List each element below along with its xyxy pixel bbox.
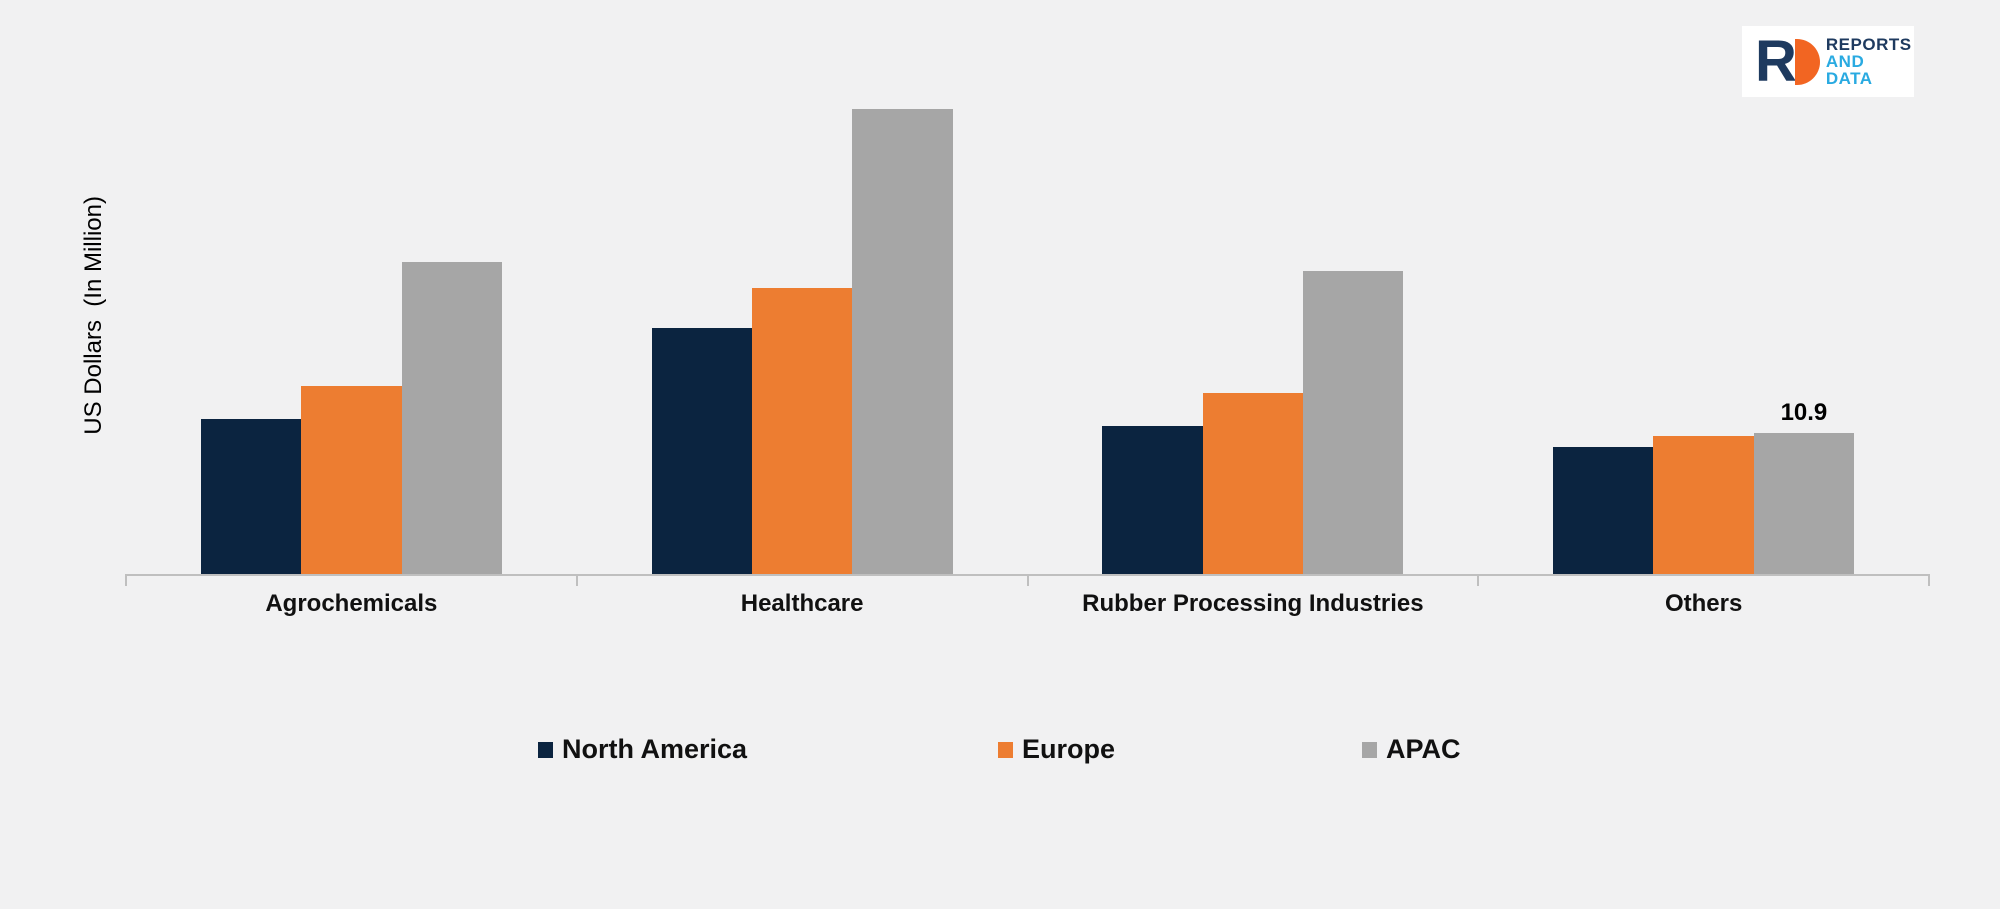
rd-monogram-icon: R: [1755, 28, 1820, 94]
bar-data-label: 10.9: [1780, 398, 1828, 426]
legend-item-north-america: North America: [538, 736, 747, 763]
bar-apac-agrochemicals: [401, 262, 502, 574]
category-label-healthcare: Healthcare: [740, 590, 864, 617]
bar-europe-healthcare: [751, 288, 853, 574]
bar-apac-others: [1753, 432, 1855, 574]
bar-europe-others: [1653, 435, 1754, 574]
legend-label-north-america: North America: [562, 734, 748, 764]
legend-swatch-europe: [998, 741, 1013, 758]
bar-north-america-others: [1553, 447, 1654, 574]
legend-swatch-apac: [1362, 741, 1377, 758]
legend-label-apac: APAC: [1386, 734, 1461, 764]
bar-north-america-healthcare: [651, 328, 752, 574]
category-label-agrochemicals: Agrochemicals: [265, 590, 438, 617]
y-axis-title-wrap: US Dollars (In Million): [68, 140, 120, 490]
x-axis-tick: [1026, 574, 1029, 586]
x-axis-tick: [1477, 574, 1480, 586]
reports-and-data-logo: R REPORTS AND DATA: [1742, 26, 1914, 97]
logo-wordmark: REPORTS AND DATA: [1826, 36, 1914, 87]
bar-europe-rubber-processing-industries: [1202, 392, 1304, 574]
bar-north-america-agrochemicals: [200, 418, 302, 574]
monogram-letter-d-shape: [1794, 38, 1820, 85]
legend-item-apac: APAC: [1362, 736, 1461, 763]
legend-swatch-north-america: [538, 741, 553, 758]
category-label-rubber-processing-industries: Rubber Processing Industries: [1082, 590, 1424, 617]
legend-item-europe: Europe: [998, 736, 1115, 763]
logo-text-reports: REPORTS: [1825, 35, 1912, 54]
x-axis-tick: [575, 574, 578, 586]
y-axis-title: US Dollars (In Million): [80, 195, 107, 435]
bar-apac-healthcare: [852, 109, 953, 574]
legend-label-europe: Europe: [1022, 734, 1116, 764]
bar-europe-agrochemicals: [301, 386, 402, 574]
x-axis-tick: [1928, 574, 1930, 586]
x-axis-tick: [125, 574, 127, 586]
category-label-others: Others: [1664, 590, 1743, 617]
logo-text-and-data: AND DATA: [1825, 52, 1873, 88]
monogram-letter-r: R: [1755, 28, 1797, 94]
bar-apac-rubber-processing-industries: [1303, 271, 1404, 574]
bar-north-america-rubber-processing-industries: [1102, 426, 1203, 574]
